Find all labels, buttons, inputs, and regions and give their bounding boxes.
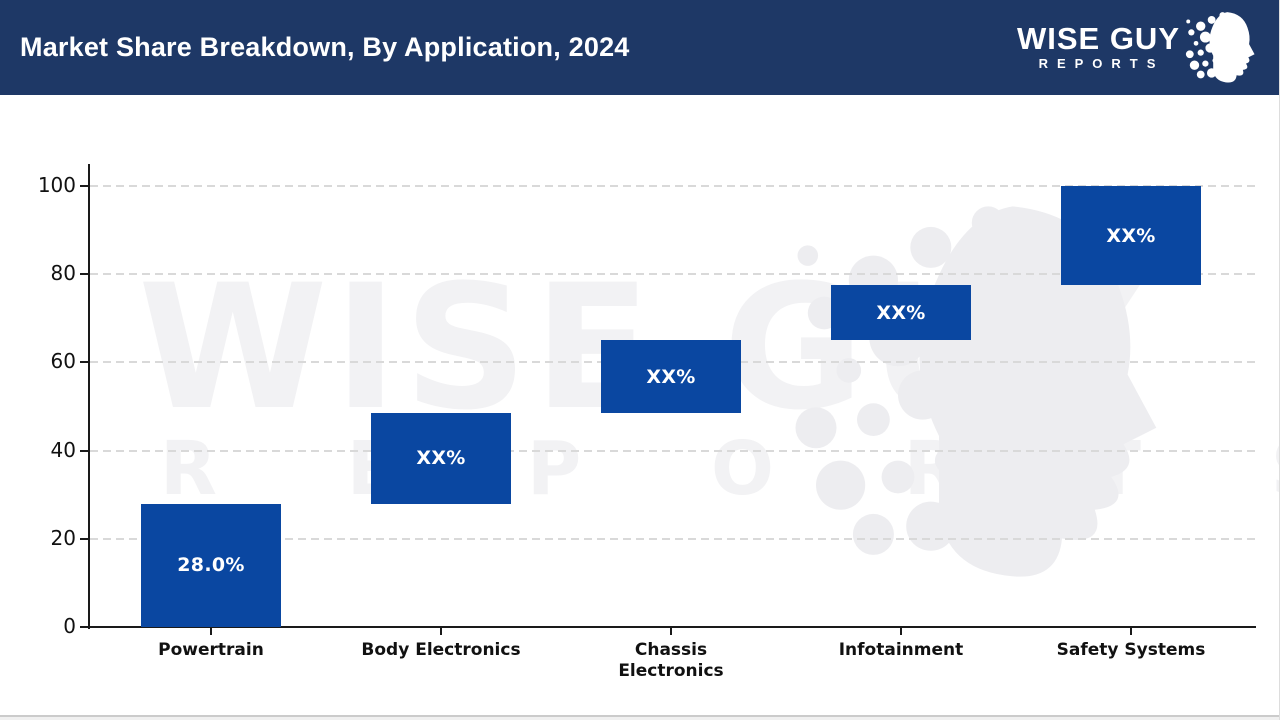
y-tick-label-80: 80 — [50, 261, 76, 286]
bar-value-label: 28.0% — [177, 554, 245, 577]
bar-value-label: XX% — [416, 447, 466, 470]
logo-head-icon — [1185, 11, 1255, 83]
y-axis-line — [88, 163, 90, 629]
bar-value-label: XX% — [1106, 224, 1156, 247]
bar-body-electronics: XX% — [371, 413, 511, 504]
bottom-divider — [0, 715, 1279, 717]
gridline-100 — [90, 185, 1256, 187]
y-tick-label-100: 100 — [37, 173, 76, 197]
gridline-20 — [90, 537, 1256, 540]
y-tick-label-60: 60 — [50, 349, 76, 374]
y-tick-40 — [80, 449, 88, 452]
category-label-3: Infotainment — [838, 640, 964, 660]
y-tick-0 — [80, 626, 88, 628]
page-title: Market Share Breakdown, By Application, … — [20, 32, 630, 62]
report-header: Market Share Breakdown, By Application, … — [0, 0, 1279, 95]
bottom-band — [0, 717, 1279, 720]
x-tick-2 — [670, 628, 672, 635]
logo-brand-sub: REPORTS — [1038, 56, 1165, 71]
gridline-80 — [90, 273, 1256, 276]
x-axis-line — [88, 626, 1256, 628]
gridline-40 — [90, 449, 1256, 452]
logo-brand-name: WISE GUY — [1016, 21, 1180, 56]
category-label-1: Body Electronics — [361, 640, 521, 660]
y-tick-label-40: 40 — [50, 437, 76, 462]
wiseguy-logo: WISE GUY REPORTS — [1017, 9, 1260, 87]
y-tick-20 — [80, 537, 88, 540]
category-label-2: Chassis Electronics — [618, 640, 724, 681]
x-tick-4 — [1130, 628, 1132, 635]
y-tick-label-20: 20 — [50, 525, 76, 550]
x-tick-0 — [210, 628, 212, 635]
bar-safety-systems: XX% — [1061, 186, 1201, 286]
y-tick-100 — [80, 185, 88, 187]
wiseguy-logo-text: WISE GUY REPORTS — [1016, 21, 1180, 71]
bar-powertrain: 28.0% — [141, 503, 281, 627]
y-tick-80 — [80, 273, 88, 276]
bar-value-label: XX% — [876, 301, 926, 324]
watermark-head-icon — [795, 206, 1157, 577]
category-label-0: Powertrain — [158, 640, 264, 660]
category-label-4: Safety Systems — [1056, 640, 1206, 660]
x-tick-3 — [900, 628, 902, 635]
y-tick-label-0: 0 — [63, 614, 76, 638]
bar-infotainment: XX% — [831, 285, 971, 341]
x-tick-1 — [440, 628, 442, 635]
y-tick-60 — [80, 361, 88, 364]
bar-value-label: XX% — [646, 365, 696, 388]
bar-chassis-electronics: XX% — [601, 340, 741, 414]
